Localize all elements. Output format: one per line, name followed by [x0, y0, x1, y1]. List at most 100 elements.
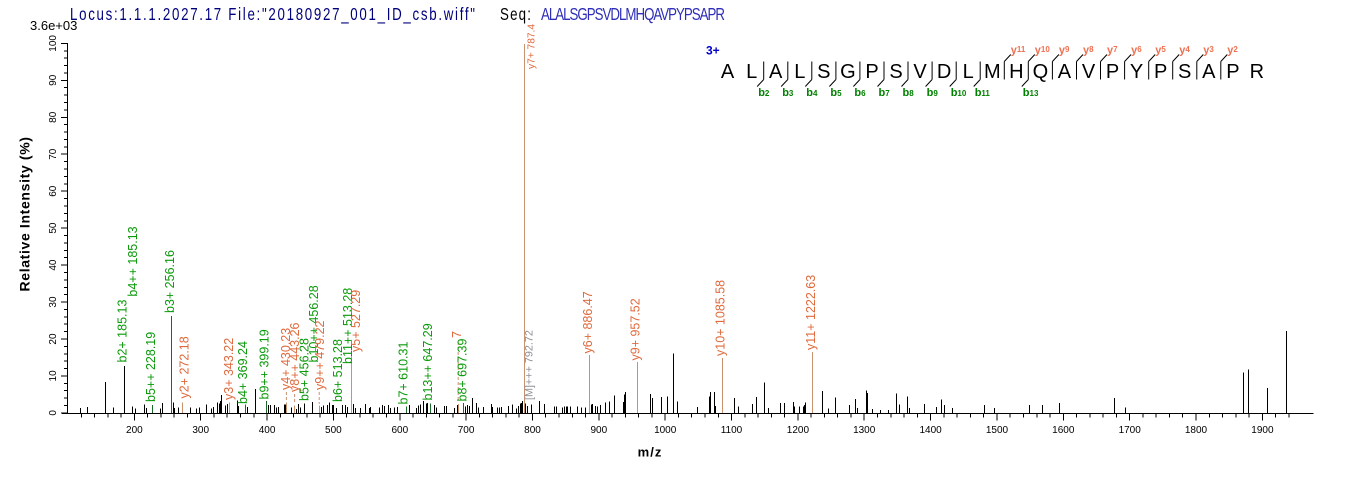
- svg-text:A: A: [1202, 61, 1216, 83]
- svg-text:50: 50: [48, 222, 59, 234]
- svg-text:b7: b7: [879, 87, 891, 99]
- svg-text:b10: b10: [951, 87, 967, 99]
- svg-text:b3+ 256.16: b3+ 256.16: [163, 250, 177, 313]
- svg-text:M: M: [984, 61, 1001, 83]
- svg-text:G: G: [840, 61, 856, 83]
- svg-text:y5+ 527.29: y5+ 527.29: [349, 290, 363, 352]
- svg-text:600: 600: [391, 425, 408, 436]
- svg-text:b9++ 399.19: b9++ 399.19: [258, 329, 272, 399]
- svg-text:1000: 1000: [654, 425, 677, 436]
- svg-text:b2+ 185.13: b2+ 185.13: [116, 300, 130, 363]
- svg-text:y10: y10: [1035, 45, 1051, 57]
- svg-text:400: 400: [259, 425, 276, 436]
- svg-text:500: 500: [325, 425, 342, 436]
- svg-text:P: P: [1226, 61, 1239, 83]
- svg-text:ALALSGPSVDLMHQAVPYPSAPR: ALALSGPSVDLMHQAVPYPSAPR: [541, 5, 725, 24]
- svg-text:30: 30: [48, 296, 59, 308]
- svg-text:y8++ 443.26: y8++ 443.26: [288, 322, 302, 392]
- svg-text:y10+ 1085.58: y10+ 1085.58: [714, 280, 728, 356]
- svg-text:y6: y6: [1131, 45, 1142, 57]
- svg-text:b4+ 369.24: b4+ 369.24: [236, 341, 250, 404]
- svg-text:y9+ 957.52: y9+ 957.52: [629, 298, 643, 360]
- svg-text:200: 200: [126, 425, 143, 436]
- svg-text:b11: b11: [975, 87, 991, 99]
- svg-text:70: 70: [48, 148, 59, 160]
- svg-text:y9++ 479.22: y9++ 479.22: [313, 320, 327, 390]
- svg-text:10: 10: [48, 370, 59, 382]
- svg-text:A: A: [1058, 61, 1072, 83]
- svg-text:y2+ 272.18: y2+ 272.18: [178, 336, 192, 398]
- svg-text:b9: b9: [927, 87, 939, 99]
- svg-text:Locus:1.1.1.2027.17 File:"2018: Locus:1.1.1.2027.17 File:"20180927_001_I…: [70, 5, 475, 24]
- svg-text:1300: 1300: [853, 425, 876, 436]
- svg-text:1400: 1400: [919, 425, 942, 436]
- svg-text:R: R: [1250, 61, 1264, 83]
- svg-text:1800: 1800: [1185, 425, 1208, 436]
- svg-text:800: 800: [524, 425, 541, 436]
- svg-text:b13++ 647.29: b13++ 647.29: [421, 323, 435, 400]
- svg-text:Seq:: Seq:: [500, 5, 531, 24]
- svg-text:b5++ 228.19: b5++ 228.19: [144, 332, 158, 402]
- svg-text:80: 80: [48, 111, 59, 123]
- svg-text:100: 100: [48, 35, 59, 52]
- svg-text:Y: Y: [1130, 61, 1143, 83]
- svg-text:V: V: [913, 61, 927, 83]
- svg-text:0: 0: [48, 410, 59, 416]
- svg-text:60: 60: [48, 185, 59, 197]
- svg-text:b7+ 610.31: b7+ 610.31: [397, 342, 411, 405]
- svg-text:P: P: [1154, 61, 1167, 83]
- svg-text:b2: b2: [758, 87, 770, 99]
- svg-text:y8: y8: [1083, 45, 1094, 57]
- svg-text:y2: y2: [1227, 45, 1238, 57]
- svg-text:y5: y5: [1155, 45, 1166, 57]
- svg-text:D: D: [937, 61, 951, 83]
- svg-text:1600: 1600: [1052, 425, 1075, 436]
- svg-text:H: H: [1009, 61, 1023, 83]
- svg-text:20: 20: [48, 333, 59, 345]
- svg-text:b5+ 456.28: b5+ 456.28: [298, 338, 312, 401]
- svg-text:3+: 3+: [706, 44, 720, 58]
- svg-text:y3: y3: [1203, 45, 1214, 57]
- svg-text:1100: 1100: [721, 425, 743, 436]
- svg-text:b10++ 456.28: b10++ 456.28: [307, 285, 321, 362]
- svg-text:b4: b4: [806, 87, 818, 99]
- svg-text:b5: b5: [830, 87, 842, 99]
- svg-text:300: 300: [192, 425, 209, 436]
- svg-text:y7: y7: [1107, 45, 1118, 57]
- svg-text:b13: b13: [1023, 87, 1039, 99]
- svg-text:700: 700: [458, 425, 475, 436]
- svg-text:m/z: m/z: [638, 445, 663, 460]
- svg-text:y11: y11: [1011, 45, 1026, 57]
- svg-text:1700: 1700: [1119, 425, 1142, 436]
- svg-text:Q: Q: [1033, 61, 1049, 83]
- svg-text:1200: 1200: [787, 425, 810, 436]
- svg-text:S: S: [817, 61, 830, 83]
- svg-text:1500: 1500: [986, 425, 1009, 436]
- svg-text:b8: b8: [903, 87, 915, 99]
- svg-text:b11++ 513.28: b11++ 513.28: [341, 288, 355, 364]
- svg-text:40: 40: [48, 259, 59, 271]
- svg-text:L: L: [794, 61, 805, 83]
- svg-text:b4++ 185.13: b4++ 185.13: [126, 226, 140, 296]
- svg-text:V: V: [1082, 61, 1096, 83]
- svg-text:S: S: [1178, 61, 1191, 83]
- svg-text:Relative Intensity (%): Relative Intensity (%): [17, 136, 33, 291]
- svg-text:1900: 1900: [1251, 425, 1274, 436]
- svg-text:A: A: [721, 61, 735, 83]
- svg-text:P: P: [865, 61, 878, 83]
- svg-text:900: 900: [590, 425, 607, 436]
- svg-text:b6+ 513.28: b6+ 513.28: [331, 339, 345, 402]
- svg-text:y7+ 787.4: y7+ 787.4: [527, 24, 538, 69]
- svg-text:7: 7: [450, 331, 464, 338]
- svg-text:y4+ 430.23: y4+ 430.23: [279, 328, 293, 390]
- svg-text:b3: b3: [782, 87, 794, 99]
- svg-text:L: L: [963, 61, 974, 83]
- svg-text:y6+ 886.47: y6+ 886.47: [581, 291, 595, 353]
- svg-text:b6: b6: [854, 87, 866, 99]
- svg-text:b8+ 697.39: b8+ 697.39: [456, 339, 470, 402]
- svg-text:y9: y9: [1059, 45, 1070, 57]
- svg-text:S: S: [889, 61, 902, 83]
- svg-text:3.6e+03: 3.6e+03: [30, 18, 77, 33]
- svg-text:y3+ 343.22: y3+ 343.22: [222, 338, 236, 400]
- svg-text:90: 90: [48, 74, 59, 86]
